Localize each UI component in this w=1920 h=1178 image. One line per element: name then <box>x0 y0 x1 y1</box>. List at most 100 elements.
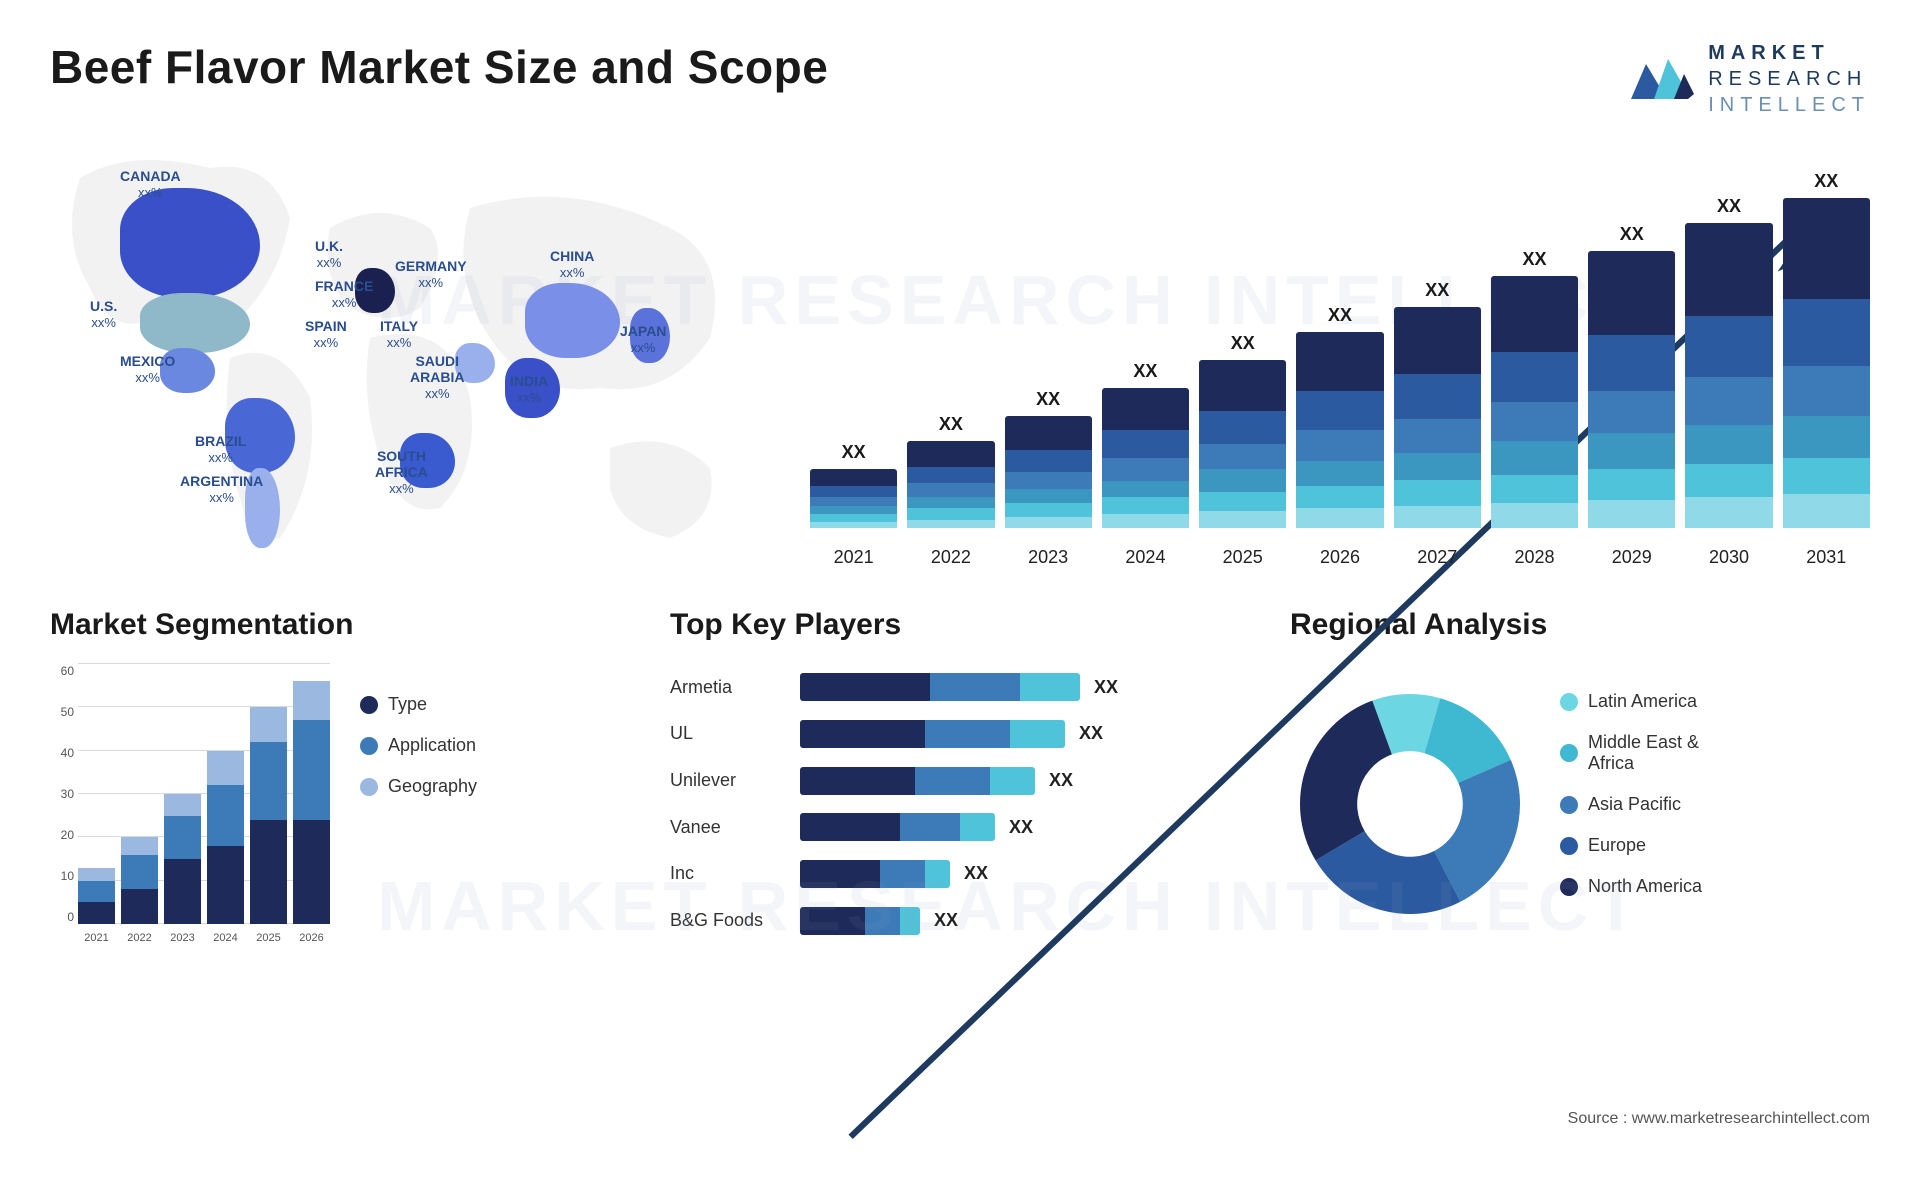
growth-xaxis-label: 2022 <box>907 547 994 568</box>
growth-bar-segment <box>907 520 994 528</box>
seg-ytick: 50 <box>50 705 74 719</box>
player-bar-segment <box>925 720 1010 748</box>
growth-bar-segment <box>810 506 897 514</box>
growth-bar-segment <box>1199 444 1286 469</box>
player-bar-segment <box>800 720 925 748</box>
growth-xaxis-label: 2024 <box>1102 547 1189 568</box>
growth-bar-value: XX <box>1717 196 1741 217</box>
growth-xaxis-label: 2031 <box>1783 547 1870 568</box>
legend-label: Type <box>388 694 427 715</box>
growth-xaxis-label: 2023 <box>1005 547 1092 568</box>
player-bar-segment <box>960 813 995 841</box>
map-country-label: U.K.xx% <box>315 238 343 271</box>
seg-bar-segment <box>250 707 287 742</box>
seg-bar-segment <box>250 742 287 820</box>
legend-label: Middle East &Africa <box>1588 732 1699 774</box>
growth-bar-segment <box>1199 411 1286 445</box>
map-country-label: INDIAxx% <box>510 373 548 406</box>
growth-bar-segment <box>1199 492 1286 512</box>
player-name: UL <box>670 723 780 744</box>
growth-bar-segment <box>1588 500 1675 528</box>
region-legend-item: North America <box>1560 876 1870 897</box>
growth-bar-segment <box>1491 352 1578 402</box>
growth-bar-value: XX <box>1328 305 1352 326</box>
seg-bar <box>78 868 115 924</box>
legend-dot-icon <box>1560 744 1578 762</box>
growth-xaxis-label: 2025 <box>1199 547 1286 568</box>
growth-bar-segment <box>1588 433 1675 469</box>
player-bar-segment <box>800 907 865 935</box>
growth-bar-segment <box>1199 360 1286 410</box>
player-bar-segment <box>1010 720 1065 748</box>
growth-bar-segment <box>1102 481 1189 498</box>
legend-label: Geography <box>388 776 477 797</box>
player-name: Armetia <box>670 677 780 698</box>
seg-bar-segment <box>207 846 244 924</box>
growth-bar-segment <box>1491 276 1578 352</box>
growth-bar-segment <box>810 497 897 505</box>
growth-bar-segment <box>1783 198 1870 299</box>
growth-bar-chart: XXXXXXXXXXXXXXXXXXXXXX 20212022202320242… <box>810 138 1870 568</box>
growth-bar-segment <box>1394 374 1481 419</box>
world-map-panel: CANADAxx%U.S.xx%MEXICOxx%BRAZILxx%ARGENT… <box>50 138 750 568</box>
player-name: Vanee <box>670 817 780 838</box>
growth-bar-segment <box>907 508 994 519</box>
legend-dot-icon <box>1560 693 1578 711</box>
player-bar-segment <box>880 860 925 888</box>
growth-bar: XX <box>1296 305 1383 528</box>
growth-bar-segment <box>1588 469 1675 500</box>
seg-bar-segment <box>164 859 201 924</box>
segmentation-title: Market Segmentation <box>50 608 630 642</box>
seg-legend-item: Application <box>360 735 630 756</box>
page-title: Beef Flavor Market Size and Scope <box>50 40 828 94</box>
logo-mark-icon <box>1626 49 1696 109</box>
growth-bar-segment <box>1491 475 1578 503</box>
region-legend-item: Latin America <box>1560 691 1870 712</box>
growth-bar-segment <box>1005 416 1092 450</box>
growth-bar-segment <box>1005 503 1092 517</box>
logo-line2: RESEARCH <box>1708 66 1870 92</box>
map-country-label: CHINAxx% <box>550 248 594 281</box>
map-country-label: U.S.xx% <box>90 298 117 331</box>
player-bar-segment <box>800 860 880 888</box>
growth-bar-segment <box>1783 416 1870 458</box>
seg-bar-segment <box>121 837 158 854</box>
seg-bar <box>207 751 244 924</box>
map-country-label: GERMANYxx% <box>395 258 467 291</box>
legend-label: Europe <box>1588 835 1646 856</box>
growth-bar-segment <box>810 514 897 522</box>
growth-bar-segment <box>1005 472 1092 489</box>
legend-dot-icon <box>1560 796 1578 814</box>
player-bar-value: XX <box>964 863 988 884</box>
growth-bar-value: XX <box>1522 249 1546 270</box>
seg-bar-segment <box>121 855 158 890</box>
regional-donut-chart <box>1290 684 1530 924</box>
growth-bar-segment <box>1685 316 1772 378</box>
legend-label: Latin America <box>1588 691 1697 712</box>
growth-bar-value: XX <box>1133 361 1157 382</box>
segmentation-panel: Market Segmentation 0102030405060 202120… <box>50 608 630 968</box>
growth-bar: XX <box>1685 196 1772 528</box>
growth-xaxis-label: 2030 <box>1685 547 1772 568</box>
player-bar-value: XX <box>1049 770 1073 791</box>
growth-bar-segment <box>1296 332 1383 391</box>
region-legend-item: Middle East &Africa <box>1560 732 1870 774</box>
growth-bar-segment <box>1005 450 1092 472</box>
growth-bar-segment <box>1199 511 1286 528</box>
players-panel: Top Key Players ArmetiaULUnileverVaneeIn… <box>670 608 1250 968</box>
growth-bar-segment <box>1102 430 1189 458</box>
growth-bar: XX <box>1394 280 1481 528</box>
segmentation-chart: 0102030405060 202120222023202420252026 <box>50 664 330 944</box>
seg-ytick: 20 <box>50 828 74 842</box>
player-bar-row: XX <box>800 720 1250 748</box>
legend-dot-icon <box>360 778 378 796</box>
legend-dot-icon <box>360 737 378 755</box>
growth-bar-segment <box>1491 441 1578 475</box>
growth-bar: XX <box>1005 389 1092 528</box>
seg-bar-segment <box>250 820 287 924</box>
growth-bar: XX <box>1199 333 1286 528</box>
player-bar-row: XX <box>800 767 1250 795</box>
growth-bar-segment <box>1394 506 1481 528</box>
growth-bar-segment <box>907 483 994 497</box>
growth-bar: XX <box>907 414 994 528</box>
